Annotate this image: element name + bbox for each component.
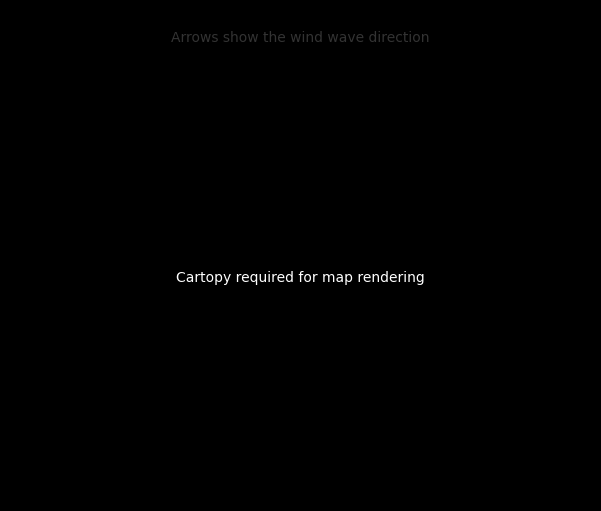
Text: Secondary Swell energy on Saturday 22 Mar at 8pm SAST: Secondary Swell energy on Saturday 22 Ma…: [39, 7, 562, 25]
Text: Arrows show the wind wave direction: Arrows show the wind wave direction: [171, 31, 430, 44]
Text: Cartopy required for map rendering: Cartopy required for map rendering: [176, 271, 425, 286]
